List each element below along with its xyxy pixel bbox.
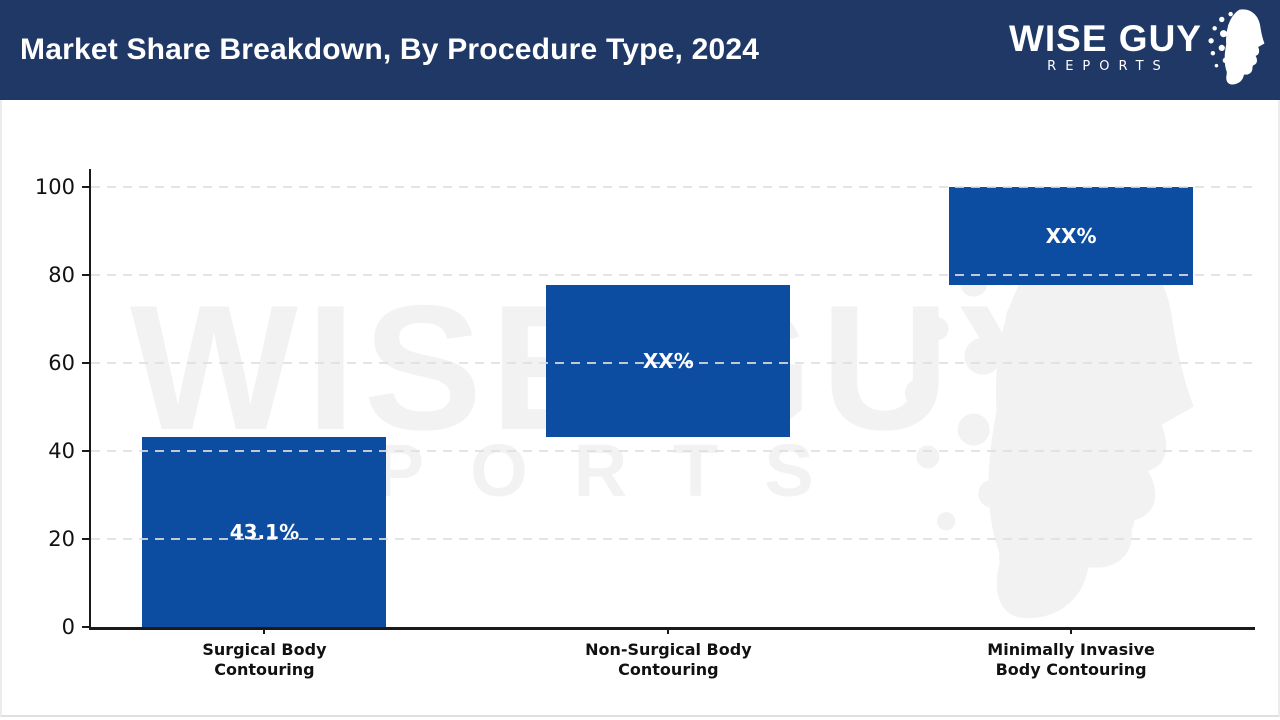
- y-tick-100: [82, 186, 89, 188]
- y-axis-line: [89, 169, 91, 627]
- gridline-60: [91, 362, 1255, 364]
- gridline-100: [91, 186, 1255, 188]
- y-tick-label-60: 60: [48, 351, 75, 375]
- y-tick-label-80: 80: [48, 263, 75, 287]
- header-banner: Market Share Breakdown, By Procedure Typ…: [0, 0, 1280, 100]
- y-tick-0: [82, 626, 89, 628]
- x-tick-3: [1070, 627, 1073, 634]
- x-category-label-1: Surgical Body Contouring: [202, 640, 327, 680]
- x-category-label-2: Non-Surgical Body Contouring: [585, 640, 752, 680]
- gridline-20: [91, 538, 1255, 540]
- brand-subtext: REPORTS: [1047, 59, 1170, 75]
- y-tick-label-0: 0: [61, 615, 75, 639]
- y-tick-label-100: 100: [34, 175, 75, 199]
- y-tick-20: [82, 538, 89, 540]
- bar-value-label-1: 43.1%: [229, 520, 300, 545]
- bar-segment-2: [546, 285, 791, 438]
- brand-logo-text: WISE GUY REPORTS: [1008, 17, 1202, 75]
- gridline-80: [91, 274, 1255, 276]
- brand-logo: WISE GUY REPORTS: [1009, 4, 1268, 90]
- gridline-40: [91, 450, 1255, 452]
- bar-segment-1: [142, 437, 387, 627]
- y-tick-80: [82, 274, 89, 276]
- x-tick-1: [263, 627, 266, 634]
- bar-value-label-2: XX%: [642, 349, 694, 374]
- bar-value-label-3: XX%: [1045, 224, 1097, 249]
- plot-area: 0 20 40 60 80 100 43.1% XX% XX% Surgical Body Con…: [35, 169, 1255, 679]
- chart-canvas: WISE GUY REPORTS 0 20 40 60 80 100 43.1%: [0, 100, 1280, 717]
- x-tick-2: [667, 627, 670, 634]
- y-tick-60: [82, 362, 89, 364]
- x-category-label-3: Minimally Invasive Body Contouring: [987, 640, 1155, 680]
- chart-title: Market Share Breakdown, By Procedure Typ…: [20, 33, 760, 66]
- y-tick-40: [82, 450, 89, 452]
- brand-face-icon: [1208, 9, 1265, 85]
- y-tick-label-20: 20: [48, 527, 75, 551]
- y-tick-label-40: 40: [48, 439, 75, 463]
- x-axis-line: [89, 627, 1255, 630]
- brand-wordmark: WISE GUY: [1008, 17, 1202, 59]
